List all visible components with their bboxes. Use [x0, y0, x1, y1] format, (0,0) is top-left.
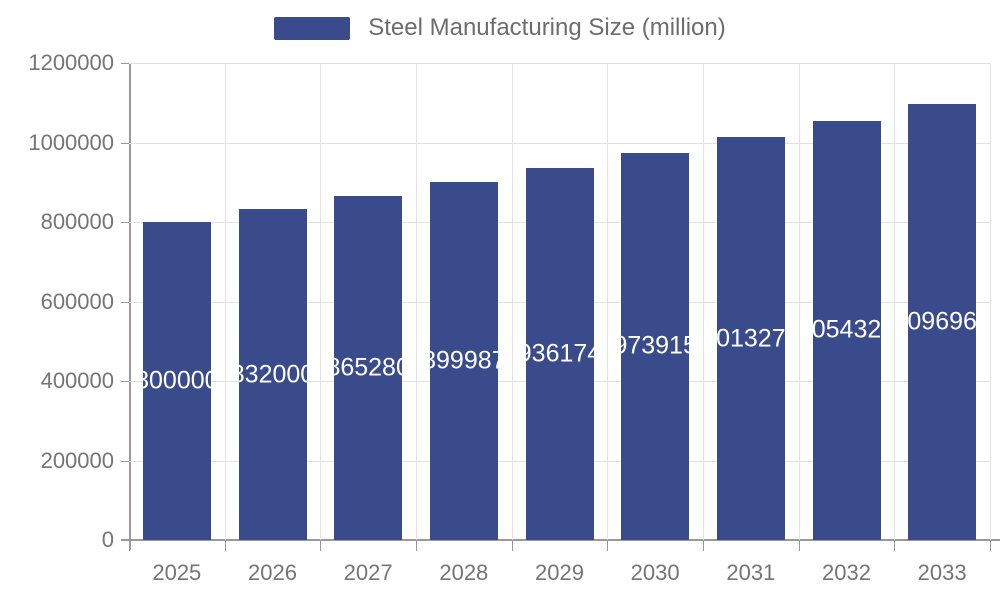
bar-2027: 865280	[334, 196, 403, 540]
y-tick-label: 1200000	[28, 50, 114, 75]
x-axis-line	[121, 539, 1000, 541]
bar-value-label: 865280	[334, 353, 402, 382]
v-gridline	[511, 63, 513, 540]
h-gridline	[129, 63, 990, 64]
x-tick-label: 2030	[630, 560, 680, 585]
y-tick-label: 400000	[40, 368, 114, 393]
x-tick-label: 2031	[726, 560, 776, 585]
legend-label[interactable]: Steel Manufacturing Size (million)	[368, 14, 726, 41]
x-tick-label: 2027	[343, 560, 393, 585]
plot-area: 800000 832000 865280 899987 936174 973915 1013…	[129, 63, 991, 540]
v-gridline	[894, 63, 896, 540]
y-axis-line	[129, 63, 131, 550]
y-tick	[121, 460, 129, 462]
bar-2025: 800000	[142, 222, 211, 540]
y-tick	[121, 540, 129, 541]
h-gridline	[129, 142, 990, 144]
x-tick	[894, 541, 896, 551]
y-tick	[121, 63, 129, 64]
y-tick	[121, 301, 129, 303]
bar-2026: 832000	[238, 209, 307, 540]
y-tick	[121, 142, 129, 144]
v-gridline	[224, 63, 226, 540]
x-tick	[607, 541, 609, 551]
x-tick	[990, 541, 991, 551]
y-tick-label: 200000	[40, 447, 114, 473]
x-tick	[224, 541, 226, 551]
bar-value-label: 936174	[526, 339, 594, 368]
legend-swatch[interactable]	[274, 16, 351, 40]
y-tick-label: 1000000	[28, 129, 114, 155]
bar-2031: 1013272	[716, 137, 785, 540]
x-tick	[703, 541, 704, 551]
legend[interactable]: Steel Manufacturing Size (million)	[0, 14, 1000, 42]
v-gridline	[320, 63, 322, 540]
bar-2032: 1054328	[812, 120, 881, 540]
v-gridline	[607, 63, 609, 540]
bar-2028: 899987	[429, 182, 498, 540]
bar-value-label: 899987	[430, 346, 498, 375]
v-gridline	[798, 63, 800, 540]
bar-2033: 1096963	[908, 103, 977, 540]
bar-value-label: 1013272	[716, 324, 785, 353]
x-tick	[798, 541, 800, 551]
y-tick-label: 600000	[40, 288, 114, 314]
v-gridline	[990, 63, 991, 540]
y-tick	[121, 222, 129, 223]
x-tick-label: 2026	[248, 560, 297, 585]
bar-value-label: 832000	[239, 360, 307, 389]
x-tick-label: 2028	[439, 560, 489, 585]
bar-value-label: 973915	[621, 331, 689, 360]
x-tick-label: 2025	[152, 560, 202, 585]
v-gridline	[703, 63, 704, 540]
x-tick-label: 2033	[917, 560, 967, 585]
y-tick-label: 0	[101, 527, 114, 552]
bar-value-label: 1054328	[812, 315, 881, 344]
y-tick	[121, 381, 129, 382]
x-tick-label: 2029	[535, 560, 584, 585]
bar-2029: 936174	[525, 167, 594, 540]
v-gridline	[416, 63, 417, 540]
x-tick-label: 2032	[822, 560, 871, 585]
bar-value-label: 1096963	[908, 307, 977, 336]
x-tick	[129, 541, 130, 551]
bar-value-label: 800000	[143, 366, 211, 395]
x-tick	[416, 541, 417, 551]
y-tick-label: 800000	[40, 209, 114, 234]
x-tick	[320, 541, 322, 551]
bar-2030: 973915	[621, 152, 690, 540]
x-tick	[511, 541, 513, 551]
